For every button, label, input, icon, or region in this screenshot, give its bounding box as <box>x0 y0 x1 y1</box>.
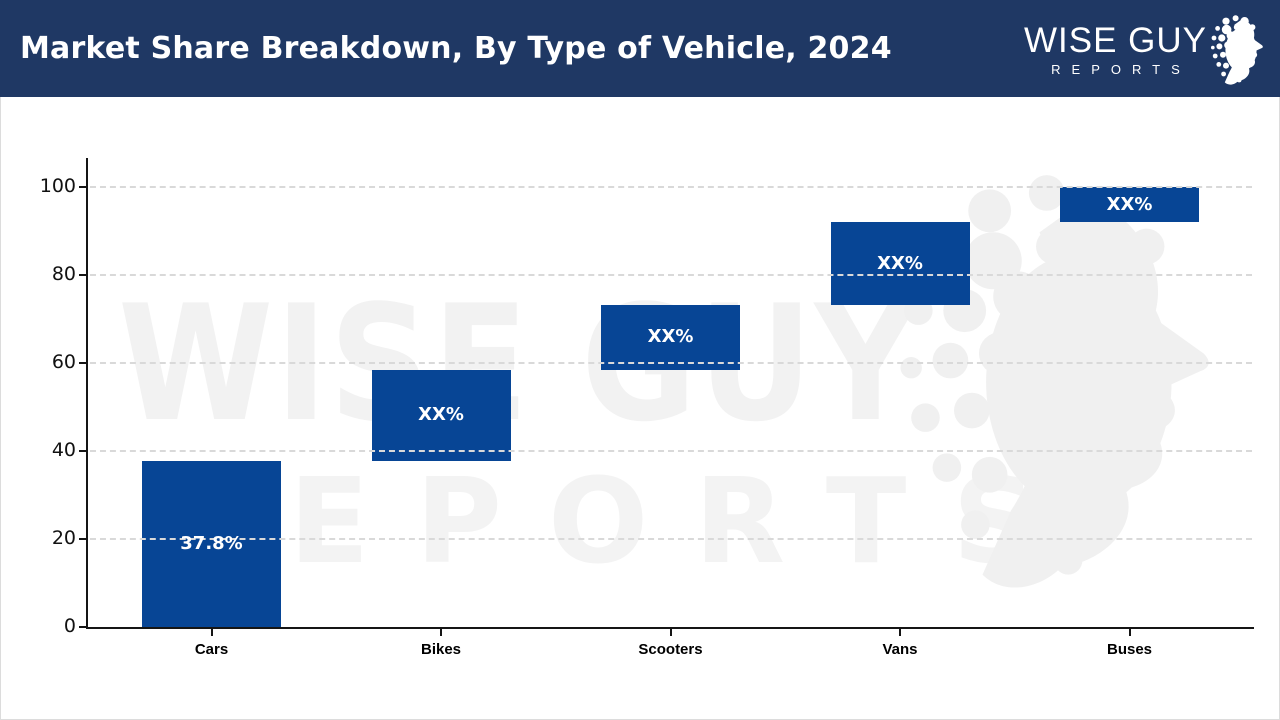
y-tick-mark <box>79 450 86 452</box>
bar-buses <box>1060 187 1199 223</box>
y-tick-mark <box>79 538 86 540</box>
y-tick-label: 80 <box>51 263 76 285</box>
y-axis-line <box>86 158 88 629</box>
gridline <box>90 450 1252 452</box>
chart-title: Market Share Breakdown, By Type of Vehic… <box>20 31 892 66</box>
bar-value-label: XX% <box>1106 193 1153 215</box>
x-tick-mark <box>899 629 901 636</box>
bar-value-label: XX% <box>877 252 923 274</box>
y-tick-mark <box>79 186 86 188</box>
gridline <box>90 186 1252 188</box>
y-tick-label: 40 <box>51 439 76 461</box>
x-tick-mark <box>1128 629 1131 636</box>
bar-value-label: 37.8% <box>180 532 243 554</box>
gridline <box>90 362 1252 364</box>
gridline <box>90 274 1252 276</box>
brand-logo-text: WISE GUY REPORTS <box>1024 23 1207 77</box>
y-tick-mark <box>79 626 86 628</box>
x-category-label: Scooters <box>638 641 703 658</box>
gridline <box>90 538 1252 540</box>
bar-cars <box>142 460 281 627</box>
bar-vans <box>830 222 970 305</box>
bar-value-label: XX% <box>647 326 694 348</box>
x-category-label: Cars <box>194 641 229 658</box>
bar-scooters <box>601 304 740 370</box>
y-tick-label: 20 <box>51 527 76 549</box>
brand-name: WISE GUY <box>1023 20 1207 60</box>
header-bar: Market Share Breakdown, By Type of Vehic… <box>0 0 1280 97</box>
y-tick-label: 0 <box>63 615 76 637</box>
x-tick-mark <box>210 629 213 636</box>
x-category-label: Bikes <box>420 641 462 658</box>
x-axis-line <box>86 627 1254 629</box>
x-tick-mark <box>669 629 672 636</box>
y-tick-label: 100 <box>39 175 76 197</box>
y-tick-mark <box>79 274 86 276</box>
brand-subtitle: REPORTS <box>1051 61 1191 77</box>
bar-bikes <box>371 369 511 461</box>
dotted-head-logo-icon <box>1211 14 1263 85</box>
y-tick-label: 60 <box>51 351 76 373</box>
x-tick-mark <box>440 629 442 636</box>
bar-value-label: XX% <box>418 404 464 426</box>
y-tick-mark <box>79 362 86 364</box>
x-category-label: Buses <box>1106 641 1153 658</box>
x-category-label: Vans <box>882 641 918 658</box>
brand-logo: WISE GUY REPORTS <box>1024 11 1268 89</box>
watermark-brand-subtitle: REPORTS <box>152 452 1084 590</box>
